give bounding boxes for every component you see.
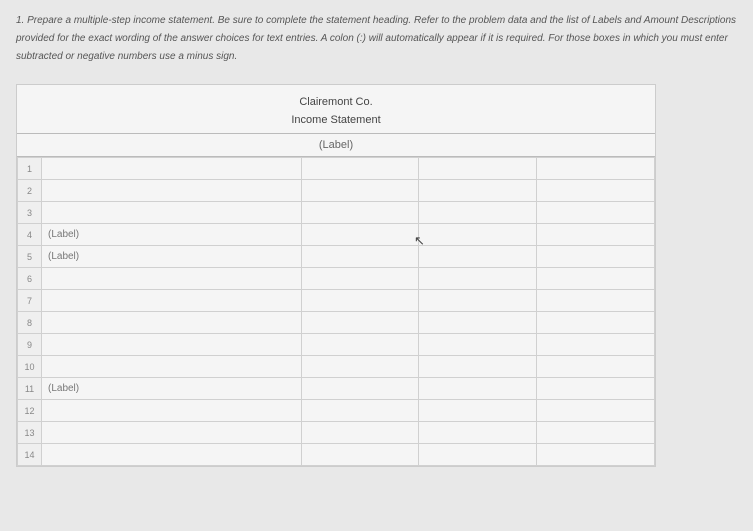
description-cell[interactable]: (Label) xyxy=(41,246,301,268)
amount-cell[interactable] xyxy=(419,268,537,290)
row-number: 11 xyxy=(18,378,42,400)
statement-grid: 1234(Label)5(Label)67891011(Label)121314 xyxy=(17,157,655,466)
description-cell[interactable] xyxy=(41,400,301,422)
description-cell[interactable]: (Label) xyxy=(41,224,301,246)
row-number: 2 xyxy=(18,180,42,202)
description-cell[interactable] xyxy=(41,180,301,202)
table-row: 3 xyxy=(18,202,655,224)
amount-cell[interactable] xyxy=(301,356,419,378)
amount-cell[interactable] xyxy=(537,334,655,356)
amount-cell[interactable] xyxy=(301,246,419,268)
row-number: 1 xyxy=(18,158,42,180)
table-row: 13 xyxy=(18,422,655,444)
income-statement-worksheet: Clairemont Co. Income Statement (Label) … xyxy=(16,84,656,467)
amount-cell[interactable] xyxy=(537,290,655,312)
amount-cell[interactable] xyxy=(537,312,655,334)
amount-cell[interactable] xyxy=(301,378,419,400)
row-number: 3 xyxy=(18,202,42,224)
amount-cell[interactable] xyxy=(537,268,655,290)
table-row: 7 xyxy=(18,290,655,312)
amount-cell[interactable] xyxy=(537,202,655,224)
description-cell[interactable] xyxy=(41,268,301,290)
row-number: 7 xyxy=(18,290,42,312)
row-number: 12 xyxy=(18,400,42,422)
amount-cell[interactable] xyxy=(419,180,537,202)
row-number: 8 xyxy=(18,312,42,334)
amount-cell[interactable] xyxy=(419,444,537,466)
row-number: 10 xyxy=(18,356,42,378)
description-cell[interactable] xyxy=(41,356,301,378)
row-number: 14 xyxy=(18,444,42,466)
problem-instructions: 1. Prepare a multiple-step income statem… xyxy=(0,0,753,74)
amount-cell[interactable] xyxy=(537,158,655,180)
amount-cell[interactable] xyxy=(419,224,537,246)
table-row: 14 xyxy=(18,444,655,466)
description-cell[interactable] xyxy=(41,334,301,356)
amount-cell[interactable] xyxy=(537,356,655,378)
amount-cell[interactable] xyxy=(537,422,655,444)
description-cell[interactable] xyxy=(41,444,301,466)
amount-cell[interactable] xyxy=(419,158,537,180)
table-row: 4(Label) xyxy=(18,224,655,246)
row-number: 5 xyxy=(18,246,42,268)
table-row: 9 xyxy=(18,334,655,356)
row-number: 6 xyxy=(18,268,42,290)
table-row: 1 xyxy=(18,158,655,180)
description-cell[interactable] xyxy=(41,422,301,444)
amount-cell[interactable] xyxy=(301,422,419,444)
description-cell[interactable] xyxy=(41,158,301,180)
amount-cell[interactable] xyxy=(419,290,537,312)
amount-cell[interactable] xyxy=(301,268,419,290)
amount-cell[interactable] xyxy=(419,422,537,444)
amount-cell[interactable] xyxy=(419,378,537,400)
amount-cell[interactable] xyxy=(537,444,655,466)
description-cell[interactable] xyxy=(41,312,301,334)
amount-cell[interactable] xyxy=(419,356,537,378)
amount-cell[interactable] xyxy=(301,224,419,246)
statement-type: Income Statement xyxy=(17,111,655,129)
description-cell[interactable] xyxy=(41,202,301,224)
amount-cell[interactable] xyxy=(301,158,419,180)
table-row: 5(Label) xyxy=(18,246,655,268)
description-cell[interactable]: (Label) xyxy=(41,378,301,400)
worksheet-container: Clairemont Co. Income Statement (Label) … xyxy=(0,74,753,467)
table-row: 2 xyxy=(18,180,655,202)
amount-cell[interactable] xyxy=(537,224,655,246)
amount-cell[interactable] xyxy=(419,312,537,334)
statement-header: Clairemont Co. Income Statement (Label) xyxy=(17,85,655,157)
amount-cell[interactable] xyxy=(301,444,419,466)
company-name: Clairemont Co. xyxy=(17,93,655,111)
row-number: 4 xyxy=(18,224,42,246)
amount-cell[interactable] xyxy=(301,400,419,422)
amount-cell[interactable] xyxy=(301,180,419,202)
table-row: 8 xyxy=(18,312,655,334)
amount-cell[interactable] xyxy=(419,400,537,422)
amount-cell[interactable] xyxy=(301,334,419,356)
table-row: 12 xyxy=(18,400,655,422)
amount-cell[interactable] xyxy=(301,202,419,224)
amount-cell[interactable] xyxy=(537,378,655,400)
amount-cell[interactable] xyxy=(301,290,419,312)
row-number: 13 xyxy=(18,422,42,444)
amount-cell[interactable] xyxy=(537,400,655,422)
row-number: 9 xyxy=(18,334,42,356)
amount-cell[interactable] xyxy=(419,202,537,224)
table-row: 6 xyxy=(18,268,655,290)
amount-cell[interactable] xyxy=(537,180,655,202)
amount-cell[interactable] xyxy=(301,312,419,334)
table-row: 10 xyxy=(18,356,655,378)
table-row: 11(Label) xyxy=(18,378,655,400)
amount-cell[interactable] xyxy=(537,246,655,268)
amount-cell[interactable] xyxy=(419,334,537,356)
amount-cell[interactable] xyxy=(419,246,537,268)
description-cell[interactable] xyxy=(41,290,301,312)
statement-date-input[interactable]: (Label) xyxy=(17,133,655,157)
